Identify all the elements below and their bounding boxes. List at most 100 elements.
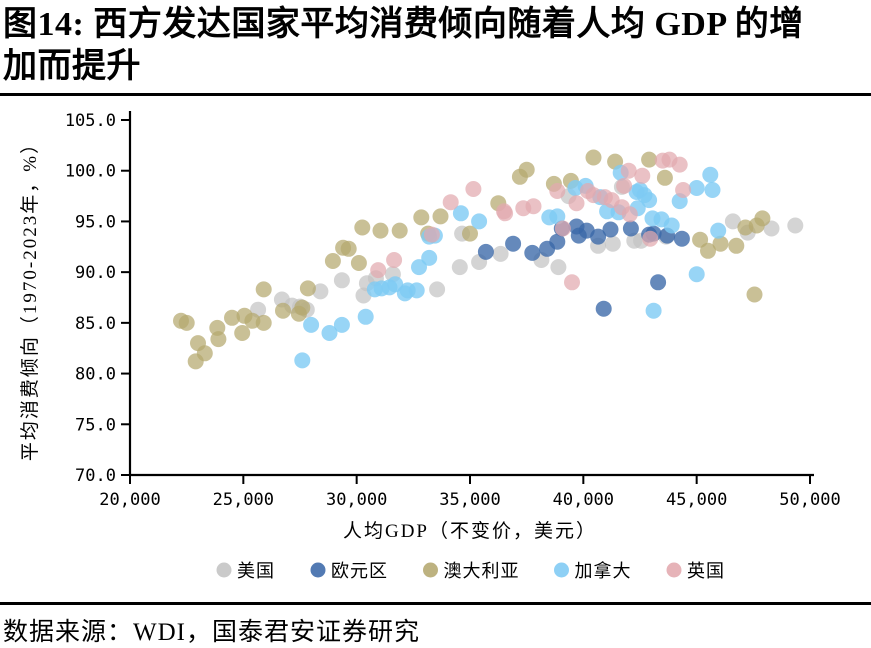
x-tick-label: 30,000 (326, 490, 387, 510)
point-australia (413, 209, 430, 226)
scatter-points (173, 149, 804, 370)
legend-item-canada: 加拿大 (554, 560, 632, 581)
point-euro-area (622, 220, 639, 237)
point-euro-area (673, 231, 690, 248)
legend-item-euro-area: 欧元区 (310, 561, 388, 581)
title-divider (0, 93, 871, 97)
point-australia (728, 238, 745, 255)
point-australia (340, 241, 357, 258)
point-uk (616, 178, 633, 195)
point-canada (321, 325, 338, 342)
legend-label-us: 美国 (237, 561, 275, 581)
x-tick-label: 40,000 (553, 490, 614, 510)
y-tick-label: 105.0 (65, 111, 116, 131)
point-euro-area (595, 301, 612, 318)
point-canada (704, 182, 721, 199)
consumption-gdp-scatter-chart: 70.0 75.0 80.0 85.0 90.0 95.0 100.0 105.0 20,000… (19, 111, 841, 581)
legend-item-us: 美国 (216, 561, 275, 581)
point-canada (688, 266, 705, 283)
point-uk (621, 206, 638, 223)
point-canada (549, 208, 566, 225)
point-canada (641, 192, 658, 209)
point-australia (391, 222, 408, 239)
point-uk (386, 252, 403, 269)
y-tick-label: 95.0 (75, 213, 116, 233)
legend-label-uk: 英国 (687, 561, 725, 581)
figure-title-line1: 图14: 西方发达国家平均消费倾向随着人均 GDP 的增 (3, 6, 804, 43)
point-uk (620, 163, 637, 180)
point-canada (710, 222, 727, 239)
point-canada (702, 167, 719, 184)
legend: 美国 欧元区 澳大利亚 加拿大 英国 (216, 560, 725, 581)
point-australia (255, 315, 272, 332)
point-uk (442, 194, 459, 211)
chart-area: 70.0 75.0 80.0 85.0 90.0 95.0 100.0 105.0 20,000… (0, 96, 871, 602)
point-us (451, 259, 468, 276)
y-tick-label: 75.0 (75, 416, 116, 436)
point-canada (357, 309, 374, 326)
legend-swatch-canada (554, 562, 569, 578)
point-australia (462, 225, 478, 242)
point-uk (370, 262, 387, 279)
data-source-text: 数据来源：WDI，国泰君安证券研究 (3, 619, 420, 647)
legend-swatch-euro-area (310, 562, 326, 578)
point-canada (471, 213, 488, 230)
point-canada (421, 250, 438, 267)
y-tick-label: 70.0 (75, 466, 116, 486)
point-australia (656, 170, 673, 187)
x-axis-title: 人均GDP（不变价，美元） (343, 520, 597, 542)
series-euro-area (477, 218, 690, 318)
point-australia (641, 151, 658, 168)
y-tick-label: 90.0 (75, 263, 116, 283)
point-australia (754, 210, 771, 227)
point-australia (224, 310, 240, 327)
point-euro-area (650, 274, 667, 291)
point-canada (645, 303, 662, 320)
point-uk (549, 183, 566, 200)
point-canada (333, 317, 350, 334)
point-uk (564, 274, 580, 291)
point-australia (518, 162, 535, 179)
point-australia (700, 243, 716, 260)
point-canada (688, 180, 705, 197)
point-uk (554, 220, 571, 237)
point-uk (465, 181, 482, 198)
point-us (333, 272, 350, 289)
legend-swatch-uk (666, 562, 682, 578)
point-us (550, 259, 567, 276)
point-us (724, 213, 741, 230)
point-canada (663, 217, 680, 234)
figure-title-line2: 加而提升 (3, 48, 141, 86)
legend-label-canada: 加拿大 (575, 560, 632, 581)
point-uk (675, 182, 692, 199)
point-uk (423, 226, 440, 243)
y-axis-title: 平均消费倾向（1970-2023年，%） (19, 133, 41, 461)
point-canada (452, 205, 469, 222)
point-uk (634, 168, 651, 185)
legend-swatch-us (216, 562, 232, 578)
x-tick-label: 20,000 (99, 490, 160, 510)
point-australia (712, 236, 729, 253)
point-australia (350, 255, 367, 272)
legend-label-australia: 澳大利亚 (444, 561, 520, 581)
point-uk (671, 156, 688, 173)
point-us (604, 236, 621, 253)
point-australia (210, 331, 227, 348)
point-australia (196, 345, 213, 362)
point-australia (294, 299, 311, 316)
point-canada (411, 259, 427, 276)
legend-label-euro-area: 欧元区 (331, 561, 388, 581)
point-australia (692, 232, 709, 249)
point-euro-area (590, 228, 607, 245)
point-australia (255, 281, 272, 298)
x-tick-label: 35,000 (439, 490, 500, 510)
point-australia (299, 280, 316, 297)
point-australia (746, 286, 763, 303)
point-australia (354, 219, 371, 236)
y-tick-label: 85.0 (75, 314, 116, 334)
point-euro-area (549, 234, 566, 251)
point-euro-area (505, 236, 522, 253)
y-tick-label: 80.0 (75, 365, 116, 385)
x-tick-label: 25,000 (213, 490, 274, 510)
